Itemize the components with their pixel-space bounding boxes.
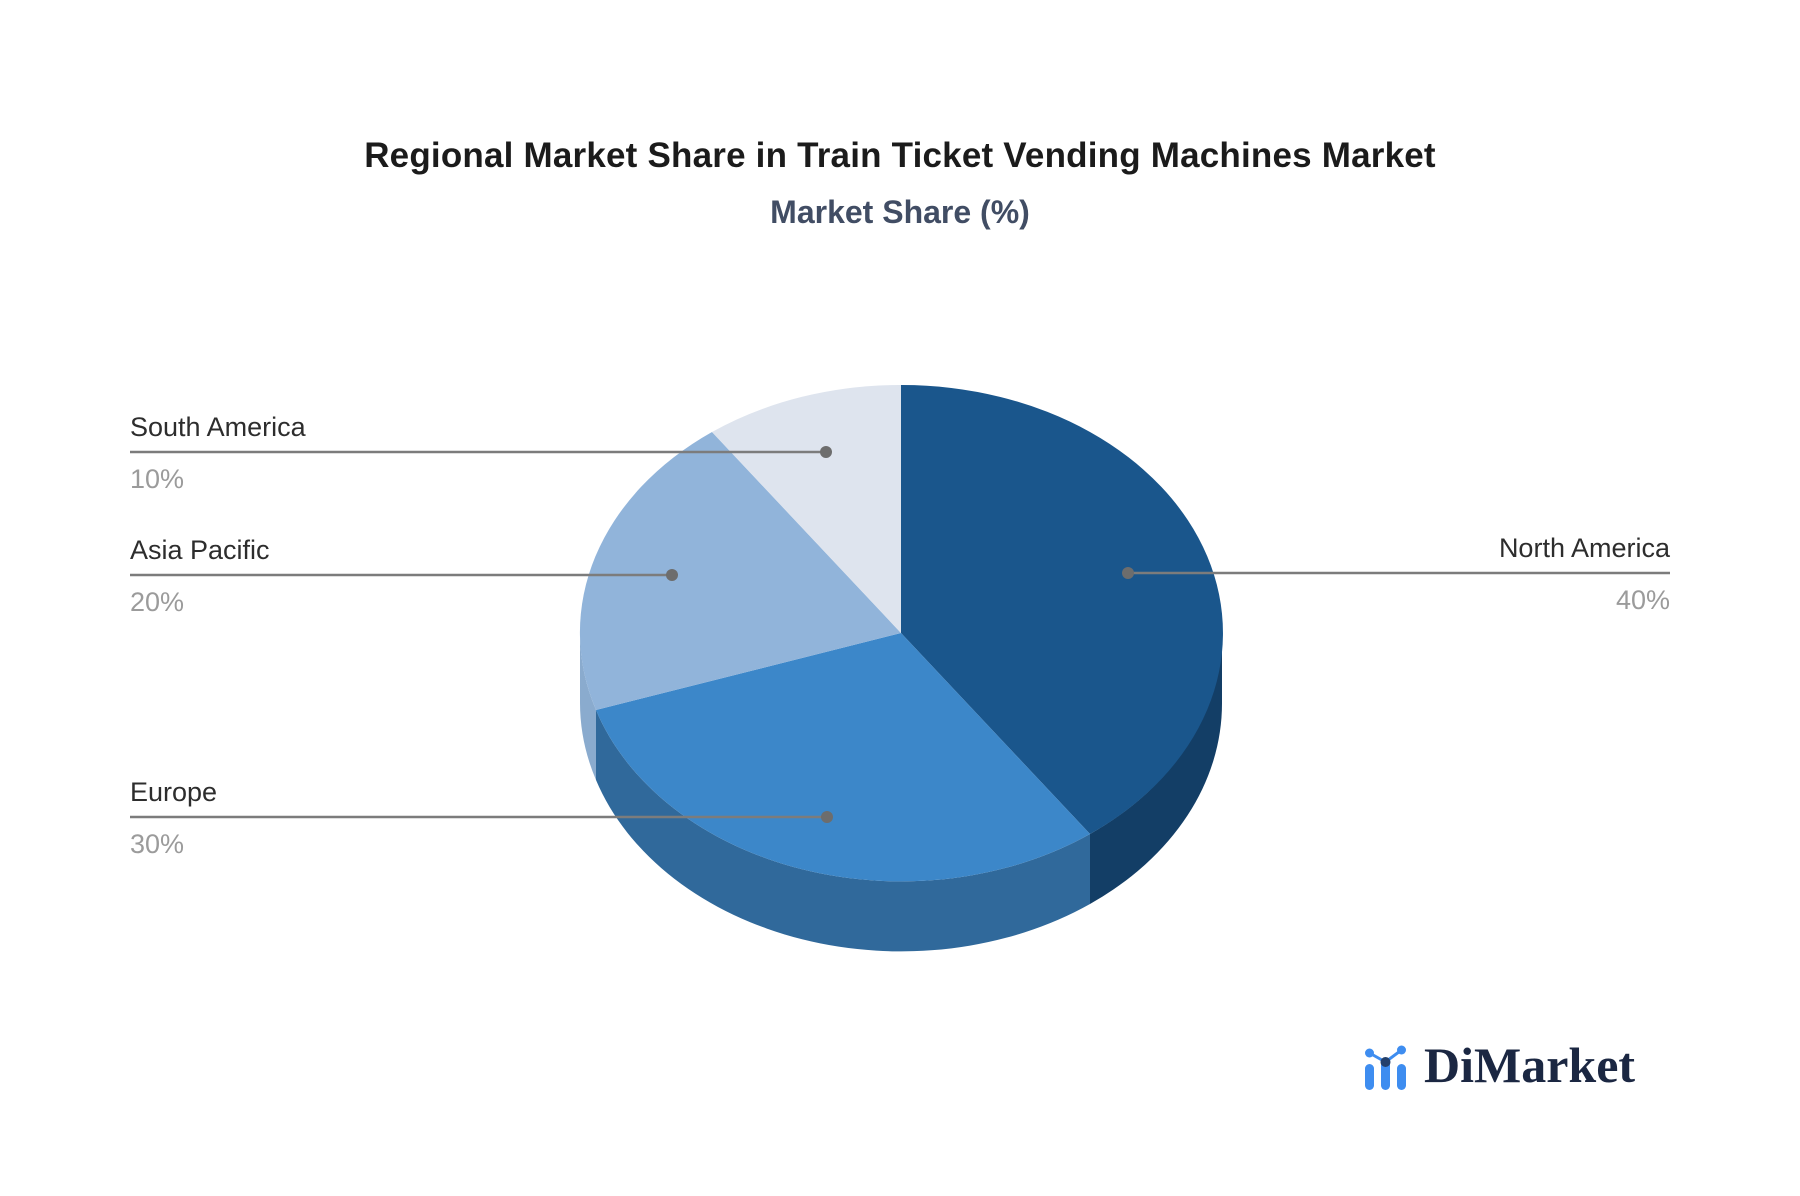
chart-subtitle: Market Share (%) — [770, 194, 1030, 230]
callout-label-north-america: North America — [1498, 533, 1670, 563]
callout-dot-asia-pacific — [666, 569, 678, 581]
callout-dot-north-america — [1122, 567, 1134, 579]
pie-slice-side-asia-pacific — [580, 633, 596, 780]
pie-slice-north-america — [901, 384, 1223, 834]
callout-label-europe: Europe — [130, 777, 218, 807]
brand-logo: DiMarket — [1364, 1040, 1635, 1090]
callout-value-south-america: 10% — [130, 464, 185, 494]
callout-label-asia-pacific: Asia Pacific — [130, 535, 270, 565]
callout-value-europe: 30% — [130, 829, 185, 859]
chart-title: Regional Market Share in Train Ticket Ve… — [364, 136, 1436, 175]
callout-value-north-america: 40% — [1615, 585, 1670, 615]
callout-label-south-america: South America — [130, 412, 306, 442]
pie-slice-europe — [596, 633, 1090, 882]
pie-slice-asia-pacific — [579, 432, 901, 710]
pie-slice-side-north-america — [1090, 633, 1223, 904]
pie-slice-south-america — [712, 384, 901, 633]
brand-name: DiMarket — [1424, 1037, 1636, 1093]
pie-slice-side-europe — [596, 710, 1090, 952]
callout-dot-europe — [821, 811, 833, 823]
bar-line-chart-icon — [1365, 1045, 1406, 1090]
callout-dot-south-america — [820, 446, 832, 458]
callout-value-asia-pacific: 20% — [130, 587, 185, 617]
